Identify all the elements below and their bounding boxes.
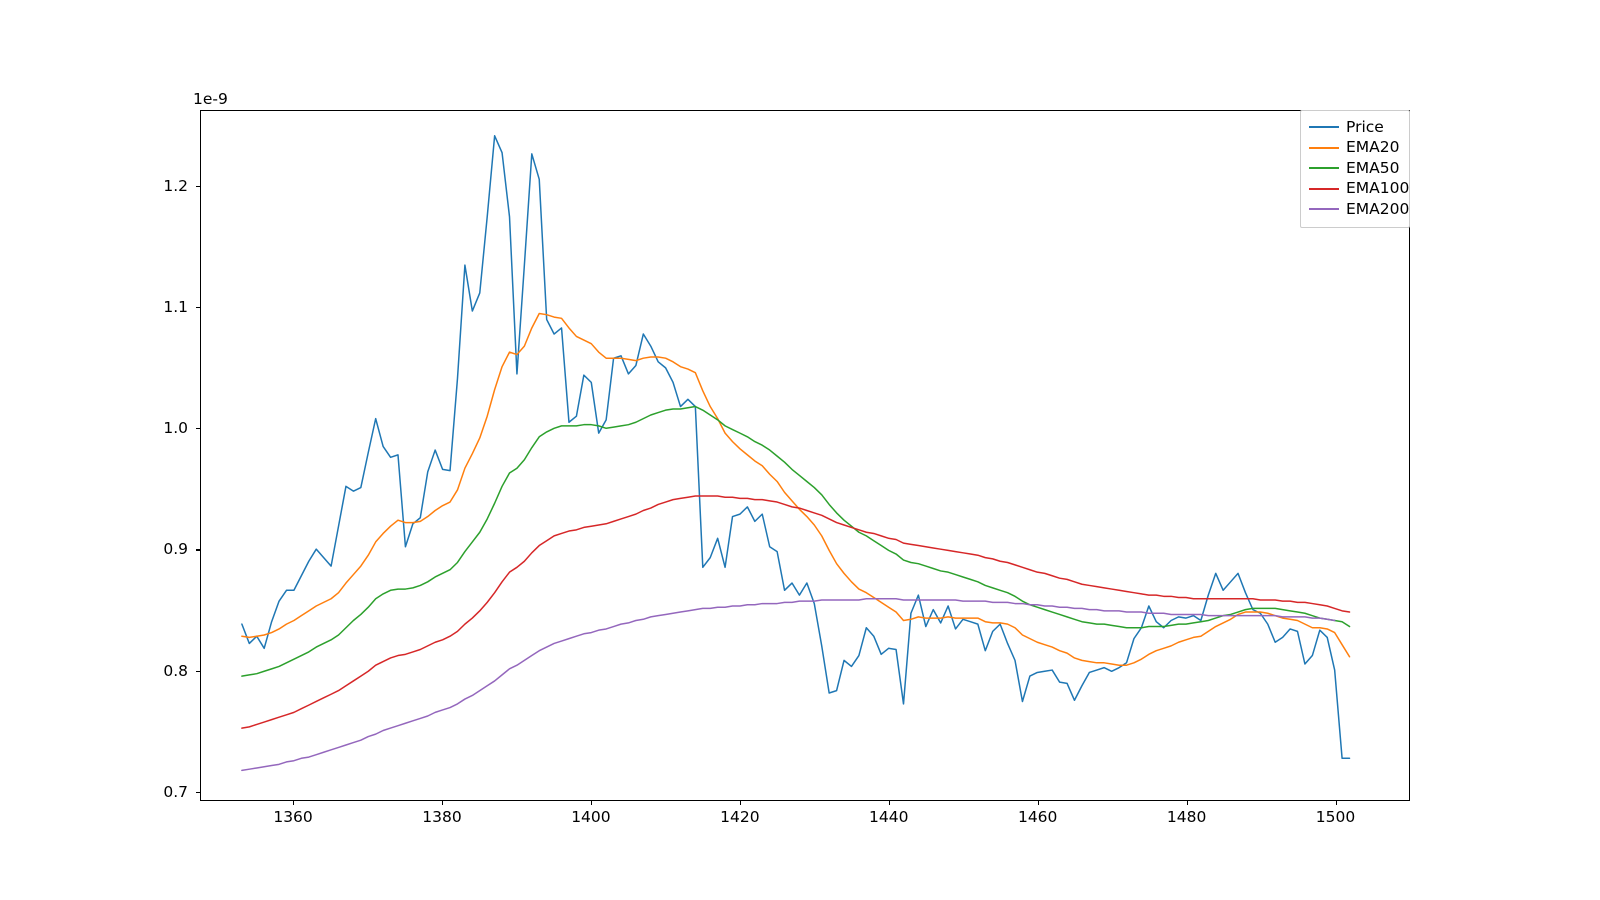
legend-label: EMA50 — [1346, 158, 1400, 177]
legend-item-ema20: EMA20 — [1309, 138, 1401, 159]
x-tick-mark — [1335, 801, 1337, 806]
y-tick-label: 0.9 — [163, 540, 188, 559]
y-tick-mark — [195, 549, 200, 551]
x-tick-mark — [1186, 801, 1188, 806]
x-tick-label: 1380 — [422, 808, 462, 826]
plot-area — [200, 110, 1410, 801]
y-tick-mark — [195, 306, 200, 309]
y-tick-label: 1.2 — [163, 176, 188, 195]
legend-color-swatch — [1309, 126, 1339, 129]
line-series-ema20 — [242, 313, 1350, 665]
legend-label: Price — [1346, 117, 1384, 136]
line-series-ema50 — [242, 407, 1350, 677]
x-tick-mark — [442, 801, 444, 806]
x-tick-mark — [293, 801, 295, 806]
chart-legend: Price EMA20 EMA50 EMA100 EMA200 — [1300, 110, 1410, 228]
x-tick-label: 1440 — [869, 808, 909, 826]
legend-item-ema50: EMA50 — [1309, 158, 1401, 179]
y-tick-mark — [195, 791, 200, 794]
line-series-price — [242, 136, 1350, 759]
legend-item-price: Price — [1309, 117, 1401, 138]
x-tick-label: 1360 — [273, 808, 313, 826]
legend-color-swatch — [1309, 208, 1339, 211]
x-tick-label: 1420 — [720, 808, 760, 826]
y-tick-label: 0.7 — [163, 782, 188, 801]
x-tick-label: 1480 — [1166, 808, 1207, 826]
y-tick-label: 0.8 — [163, 661, 188, 680]
x-tick-mark — [888, 801, 890, 806]
legend-color-swatch — [1309, 167, 1339, 170]
legend-item-ema100: EMA100 — [1309, 179, 1409, 200]
x-tick-label: 1460 — [1017, 808, 1058, 826]
line-series-ema100 — [242, 496, 1350, 728]
series-lines — [201, 111, 1409, 800]
y-tick-label: 1.1 — [163, 297, 188, 316]
y-axis-offset-text: 1e-9 — [193, 90, 228, 108]
y-tick-label: 1.0 — [163, 419, 188, 438]
line-series-ema200 — [242, 599, 1335, 771]
legend-label: EMA20 — [1346, 138, 1400, 156]
legend-color-swatch — [1309, 146, 1339, 149]
x-tick-label: 1400 — [571, 808, 611, 826]
legend-label: EMA200 — [1346, 199, 1410, 218]
legend-label: EMA100 — [1346, 179, 1410, 197]
y-tick-mark — [195, 670, 200, 672]
legend-color-swatch — [1309, 187, 1339, 190]
y-tick-mark — [195, 185, 200, 187]
x-tick-mark — [1037, 801, 1039, 806]
x-tick-mark — [739, 801, 742, 806]
x-tick-mark — [590, 801, 593, 806]
legend-item-ema200: EMA200 — [1309, 199, 1409, 220]
y-tick-mark — [195, 428, 200, 430]
x-tick-label: 1500 — [1315, 808, 1356, 826]
